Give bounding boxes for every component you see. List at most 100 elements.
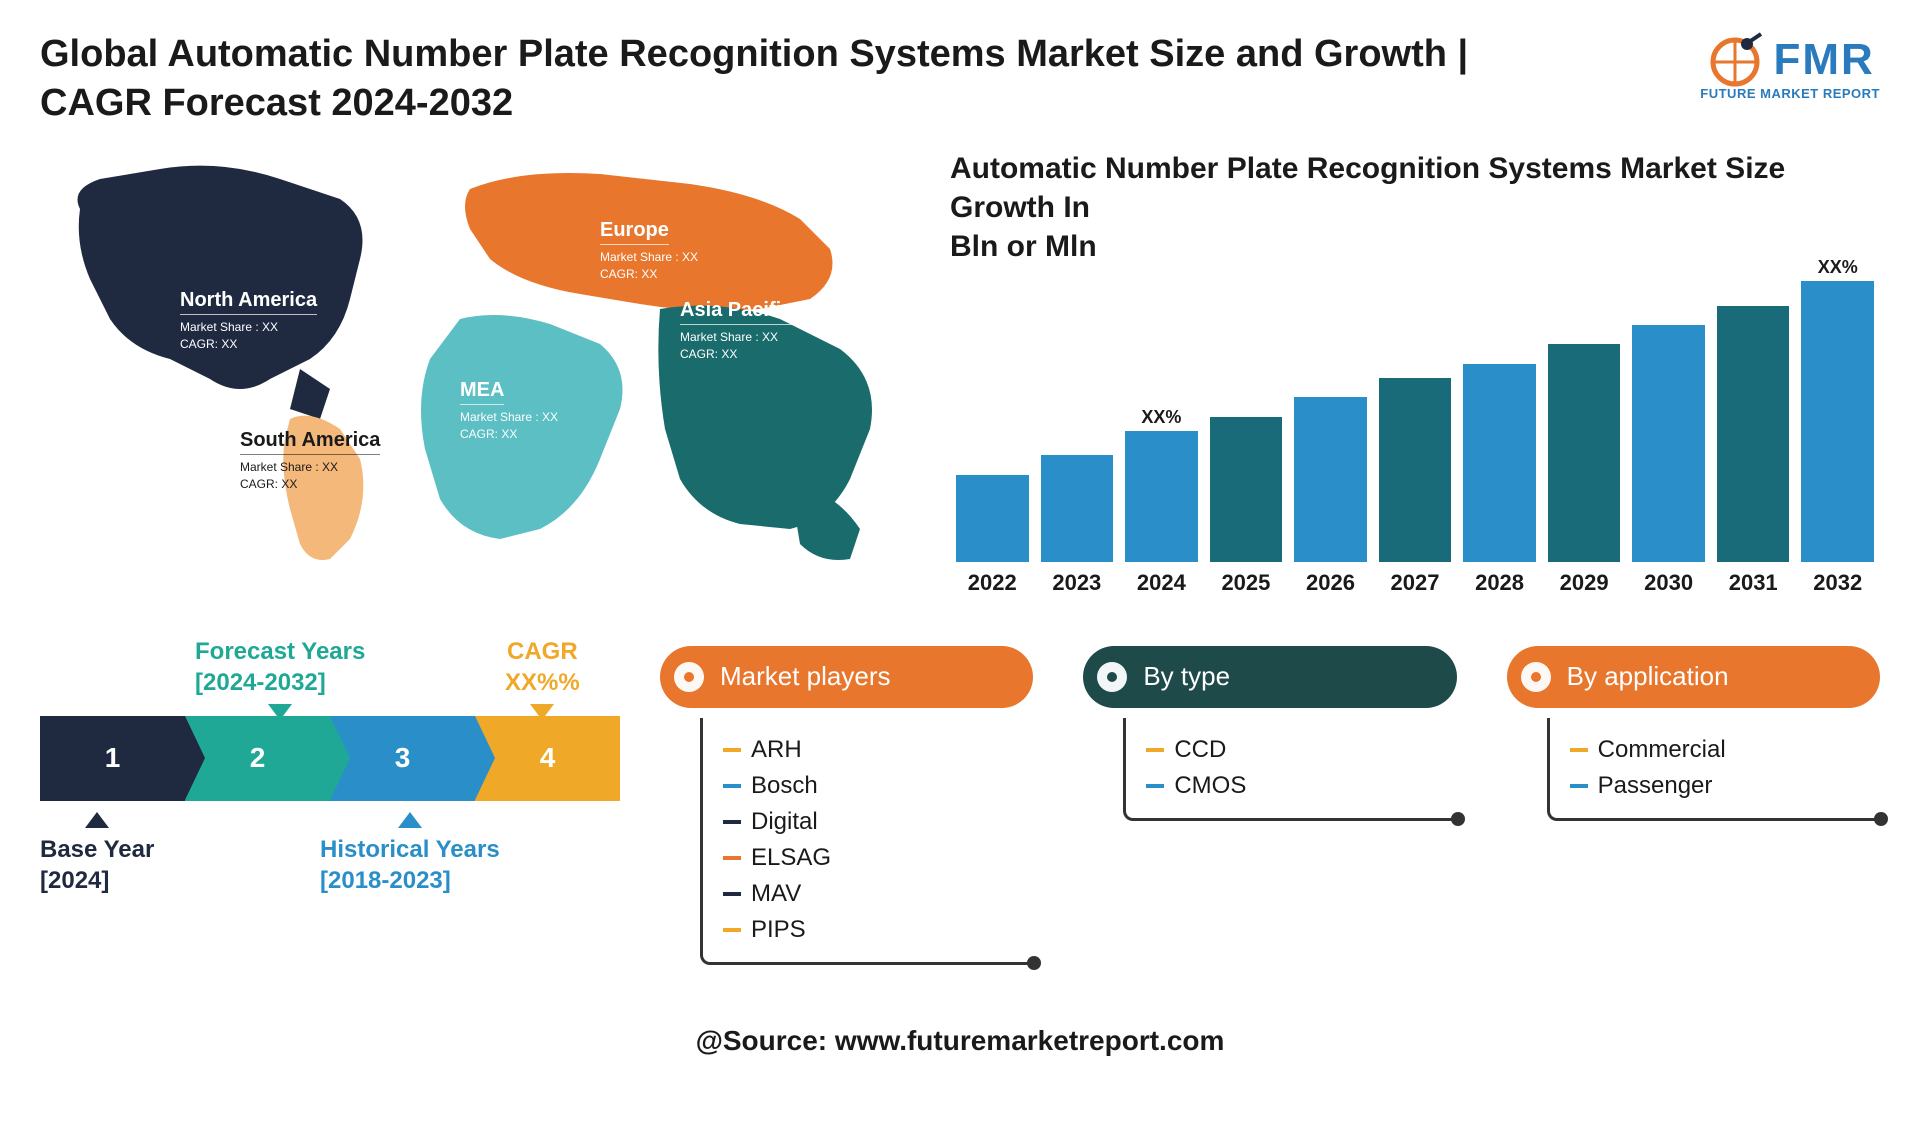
bar-year-label: 2027: [1391, 570, 1440, 596]
timeline-seg-4: 4: [475, 716, 620, 801]
callout-base-value: [2024]: [40, 865, 154, 896]
region-cagr: CAGR: XX: [460, 426, 558, 443]
bar-2029: [1548, 344, 1621, 562]
bar-year-label: 2022: [968, 570, 1017, 596]
region-name: MEA: [460, 379, 504, 405]
bar-year-label: 2028: [1475, 570, 1524, 596]
header: Global Automatic Number Plate Recognitio…: [40, 30, 1880, 129]
bar-col-2024: XX% 2024: [1125, 431, 1198, 596]
bar-2023: [1041, 455, 1114, 561]
pill-stem: ARHBoschDigitalELSAGMAVPIPS: [700, 718, 1033, 965]
bar-col-2032: XX% 2032: [1801, 281, 1874, 595]
list-item: ARH: [723, 732, 1033, 768]
list-item: PIPS: [723, 912, 1033, 948]
bar-2028: [1463, 364, 1536, 562]
fmr-logo: FMR FUTURE MARKET REPORT: [1700, 30, 1880, 101]
list-item: CMOS: [1146, 768, 1456, 804]
region-label-north-america: North America Market Share : XX CAGR: XX: [180, 289, 317, 353]
bullet-tick: [1146, 748, 1164, 752]
source-attribution: @Source: www.futuremarketreport.com: [40, 1025, 1880, 1057]
callout-cagr-value: XX%%: [505, 667, 580, 698]
callout-historical-value: [2018-2023]: [320, 865, 500, 896]
bar-2031: [1717, 306, 1790, 562]
timeline-seg-3: 3: [330, 716, 475, 801]
region-share: Market Share : XX: [460, 409, 558, 426]
list-item: MAV: [723, 876, 1033, 912]
pill-header-by-type: By type: [1083, 646, 1456, 708]
pill-column-by-type: By type CCDCMOS: [1083, 646, 1456, 965]
bullet-tick: [723, 892, 741, 896]
pill-columns: Market players ARHBoschDigitalELSAGMAVPIP…: [660, 646, 1880, 965]
logo-text: FMR: [1773, 35, 1874, 85]
region-name: Asia Pacific: [680, 299, 792, 325]
region-cagr: CAGR: XX: [600, 266, 698, 283]
pill-header-market-players: Market players: [660, 646, 1033, 708]
bar-label-2024: XX%: [1141, 407, 1181, 428]
bar-col-2025: 2025: [1210, 417, 1283, 596]
callout-base: Base Year [2024]: [40, 806, 154, 896]
region-label-asia-pacific: Asia Pacific Market Share : XX CAGR: XX: [680, 299, 792, 363]
bullet-tick: [723, 748, 741, 752]
region-cagr: CAGR: XX: [240, 476, 380, 493]
list-item: ELSAG: [723, 840, 1033, 876]
bar-label-2032: XX%: [1818, 257, 1858, 278]
timeline: Forecast Years [2024-2032] CAGR XX%% 1 2…: [40, 646, 620, 801]
bottom-row: Forecast Years [2024-2032] CAGR XX%% 1 2…: [40, 646, 1880, 965]
region-name: South America: [240, 429, 380, 455]
list-item: Digital: [723, 804, 1033, 840]
list-item: CCD: [1146, 732, 1456, 768]
bar-col-2030: 2030: [1632, 325, 1705, 596]
chart-title: Automatic Number Plate Recognition Syste…: [950, 149, 1880, 266]
pill-header-by-application: By application: [1507, 646, 1880, 708]
bar-year-label: 2032: [1813, 570, 1862, 596]
pill-list-market-players: ARHBoschDigitalELSAGMAVPIPS: [723, 732, 1033, 948]
region-share: Market Share : XX: [240, 459, 380, 476]
bullet-tick: [1570, 748, 1588, 752]
bullet-tick: [723, 820, 741, 824]
region-share: Market Share : XX: [180, 319, 317, 336]
callout-forecast: Forecast Years [2024-2032]: [195, 636, 365, 726]
region-share: Market Share : XX: [680, 329, 792, 346]
bar-2027: [1379, 378, 1452, 562]
bullet-tick: [723, 856, 741, 860]
page-title: Global Automatic Number Plate Recognitio…: [40, 30, 1540, 129]
top-row: North America Market Share : XX CAGR: XX…: [40, 149, 1880, 596]
callout-cagr: CAGR XX%%: [505, 636, 580, 726]
bar-chart: Automatic Number Plate Recognition Syste…: [950, 149, 1880, 596]
timeline-seg-1: 1: [40, 716, 185, 801]
bar-2030: [1632, 325, 1705, 562]
bar-col-2027: 2027: [1379, 378, 1452, 596]
bar-col-2022: 2022: [956, 475, 1029, 596]
bar-col-2023: 2023: [1041, 455, 1114, 595]
world-map: North America Market Share : XX CAGR: XX…: [40, 149, 920, 569]
region-label-mea: MEA Market Share : XX CAGR: XX: [460, 379, 558, 443]
callout-forecast-title: Forecast Years: [195, 636, 365, 667]
bar-year-label: 2025: [1221, 570, 1270, 596]
callout-forecast-value: [2024-2032]: [195, 667, 365, 698]
bar-2024: XX%: [1125, 431, 1198, 562]
callout-historical-title: Historical Years: [320, 834, 500, 865]
bullet-tick: [723, 784, 741, 788]
bullet-tick: [1570, 784, 1588, 788]
bar-col-2028: 2028: [1463, 364, 1536, 596]
bars-container: 20222023XX%20242025202620272028202920302…: [950, 286, 1880, 596]
list-item: Passenger: [1570, 768, 1880, 804]
bar-year-label: 2023: [1052, 570, 1101, 596]
pill-column-market-players: Market players ARHBoschDigitalELSAGMAVPIP…: [660, 646, 1033, 965]
bar-year-label: 2024: [1137, 570, 1186, 596]
bar-2025: [1210, 417, 1283, 562]
region-share: Market Share : XX: [600, 249, 698, 266]
pill-column-by-application: By application CommercialPassenger: [1507, 646, 1880, 965]
pill-list-by-application: CommercialPassenger: [1570, 732, 1880, 804]
region-name: Europe: [600, 219, 669, 245]
bullet-tick: [1146, 784, 1164, 788]
pill-stem: CommercialPassenger: [1547, 718, 1880, 821]
timeline-seg-2: 2: [185, 716, 330, 801]
callout-cagr-title: CAGR: [505, 636, 580, 667]
pill-stem: CCDCMOS: [1123, 718, 1456, 821]
bar-2032: XX%: [1801, 281, 1874, 561]
bar-col-2029: 2029: [1548, 344, 1621, 596]
bullet-tick: [723, 928, 741, 932]
callout-historical: Historical Years [2018-2023]: [320, 806, 500, 896]
bar-year-label: 2031: [1729, 570, 1778, 596]
